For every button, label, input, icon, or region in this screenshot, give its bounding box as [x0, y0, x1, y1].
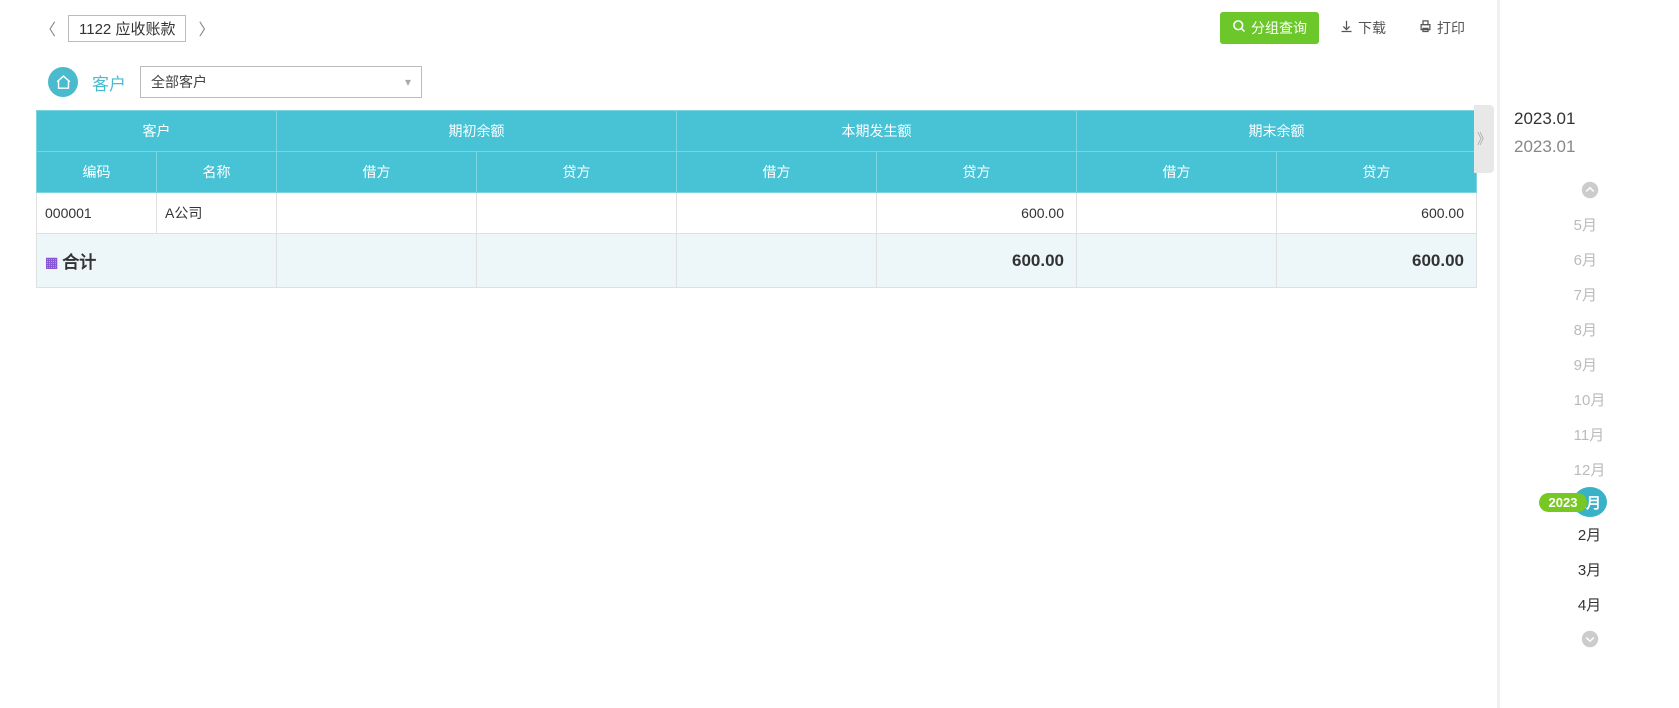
table-total-row: ▦合计 600.00 600.00 [37, 234, 1477, 288]
print-button[interactable]: 打印 [1406, 12, 1477, 44]
cell-total-opening-debit [277, 234, 477, 288]
th-opening-credit: 贷方 [477, 152, 677, 193]
collapse-rail-button[interactable]: 》 [1474, 105, 1494, 173]
th-customer-group: 客户 [37, 111, 277, 152]
cell-name: A公司 [157, 193, 277, 234]
customer-select-value: 全部客户 [151, 72, 207, 92]
total-icon: ▦ [45, 254, 58, 270]
month-item[interactable]: 7月 [1574, 277, 1606, 312]
cell-opening-credit [477, 193, 677, 234]
th-code: 编码 [37, 152, 157, 193]
cell-current-debit [677, 193, 877, 234]
month-item[interactable]: 11月 [1574, 417, 1606, 452]
cell-code: 000001 [37, 193, 157, 234]
month-item[interactable]: 5月 [1574, 207, 1606, 242]
month-scroll-up[interactable] [1577, 177, 1603, 203]
cell-opening-debit [277, 193, 477, 234]
month-item[interactable]: 10月 [1574, 382, 1606, 417]
customer-select[interactable]: 全部客户 ▾ [140, 66, 422, 98]
month-item[interactable]: 3月 [1578, 552, 1601, 587]
cell-total-label: ▦合计 [37, 234, 277, 288]
download-label: 下载 [1358, 18, 1386, 38]
group-query-label: 分组查询 [1251, 18, 1307, 38]
month-item[interactable]: 8月 [1574, 312, 1606, 347]
download-button[interactable]: 下载 [1327, 12, 1398, 44]
customer-title: 客户 [92, 70, 126, 95]
month-item[interactable]: 2月 [1578, 517, 1601, 552]
year-badge: 2023 [1539, 493, 1588, 512]
cell-total-current-credit: 600.00 [877, 234, 1077, 288]
cell-current-credit: 600.00 [877, 193, 1077, 234]
chevron-down-icon: ▾ [405, 75, 411, 89]
th-opening-group: 期初余额 [277, 111, 677, 152]
search-icon [1232, 19, 1247, 38]
print-icon [1418, 19, 1433, 38]
th-current-debit: 借方 [677, 152, 877, 193]
cell-total-current-debit [677, 234, 877, 288]
month-item[interactable]: 12月 [1574, 452, 1606, 487]
month-item[interactable]: 4月 [1578, 587, 1601, 622]
cell-ending-debit [1077, 193, 1277, 234]
cell-total-ending-debit [1077, 234, 1277, 288]
group-query-button[interactable]: 分组查询 [1220, 12, 1319, 44]
period-from[interactable]: 2023.01 [1500, 105, 1679, 133]
cell-ending-credit: 600.00 [1277, 193, 1477, 234]
th-ending-credit: 贷方 [1277, 152, 1477, 193]
month-item[interactable]: 9月 [1574, 347, 1606, 382]
account-selector[interactable]: 1122 应收账款 [68, 15, 186, 42]
month-scroll-down[interactable] [1577, 626, 1603, 652]
th-ending-group: 期末余额 [1077, 111, 1477, 152]
table-row[interactable]: 000001 A公司 600.00 600.00 [37, 193, 1477, 234]
period-to[interactable]: 2023.01 [1500, 133, 1679, 161]
balance-table: 客户 期初余额 本期发生额 期末余额 编码 名称 借方 贷方 借方 贷方 借方 … [36, 110, 1477, 288]
cell-total-ending-credit: 600.00 [1277, 234, 1477, 288]
th-current-group: 本期发生额 [677, 111, 1077, 152]
print-label: 打印 [1437, 18, 1465, 38]
th-ending-debit: 借方 [1077, 152, 1277, 193]
home-icon[interactable] [48, 67, 78, 97]
month-picker: 5月6月7月8月9月10月11月12月 2023 1月 2月3月4月 [1500, 177, 1679, 652]
next-account-btn[interactable]: 〉 [194, 16, 218, 40]
month-item[interactable]: 6月 [1574, 242, 1606, 277]
th-opening-debit: 借方 [277, 152, 477, 193]
th-current-credit: 贷方 [877, 152, 1077, 193]
th-name: 名称 [157, 152, 277, 193]
download-icon [1339, 19, 1354, 38]
prev-account-btn[interactable]: 〈 [36, 16, 60, 40]
cell-total-opening-credit [477, 234, 677, 288]
